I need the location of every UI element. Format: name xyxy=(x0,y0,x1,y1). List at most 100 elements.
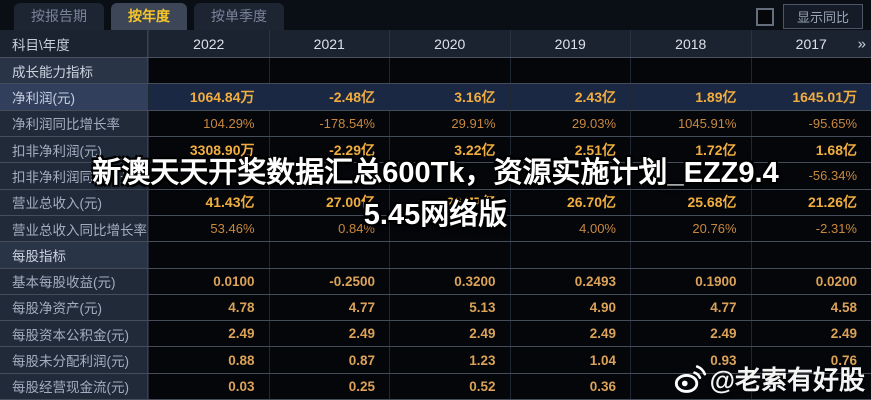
value-cell xyxy=(509,242,630,268)
table-row: 营业总收入同比增长率 53.46% 0.84% 4.00% 20.76% -2.31% xyxy=(0,215,871,243)
table-row: 每股净资产(元) 4.78 4.77 5.13 4.90 4.77 4.58 xyxy=(0,294,871,322)
value-cell: 1.68亿 xyxy=(750,136,871,163)
table-row: 每股资本公积金(元) 2.49 2.49 2.49 2.49 2.49 2.49 xyxy=(0,321,871,348)
table-row: 每股指标 xyxy=(0,242,871,269)
value-cell: 0.25 xyxy=(268,373,389,400)
yoy-controls: 显示同比 xyxy=(755,4,863,29)
value-cell: 0.2493 xyxy=(509,268,630,294)
value-cell: 1.23 xyxy=(389,347,510,373)
table-row: 扣非净利润(元) 3308.90万 -2.29亿 3.22亿 2.51亿 1.72亿 1.6… xyxy=(0,136,871,164)
value-cell: 21.26亿 xyxy=(750,189,871,215)
value-cell: 2.51亿 xyxy=(509,136,630,163)
table-row: 成长能力指标 xyxy=(0,58,871,85)
table-row: 每股经营现金流(元) 0.03 0.25 0.52 0.36 xyxy=(0,373,871,400)
value-cell: 1045.91% xyxy=(630,110,751,136)
value-cell xyxy=(268,163,389,189)
year-header-2018: 2018 xyxy=(630,30,751,57)
year-header-2019: 2019 xyxy=(509,30,631,57)
value-cell xyxy=(148,58,269,84)
year-header-2017: 2017 » xyxy=(750,30,871,57)
more-years-chevron-icon[interactable]: » xyxy=(857,35,866,52)
value-cell: 1.89亿 xyxy=(630,84,751,110)
value-cell xyxy=(148,163,269,189)
value-cell: 1645.01万 xyxy=(750,84,871,110)
year-header-2020: 2020 xyxy=(389,30,510,57)
value-cell: 1.04 xyxy=(509,347,630,373)
value-cell xyxy=(389,58,510,84)
value-cell: 1.72亿 xyxy=(630,136,751,163)
value-cell xyxy=(389,215,510,242)
weibo-watermark: @老索有好股 xyxy=(674,360,865,397)
value-cell xyxy=(148,242,269,268)
value-cell: 41.43亿 xyxy=(148,189,269,215)
value-cell: -2.48亿 xyxy=(268,84,389,110)
value-cell: -2.31% xyxy=(750,215,871,242)
value-cell xyxy=(268,58,389,84)
value-cell: 0.76 xyxy=(750,347,871,373)
weibo-handle: @老索有好股 xyxy=(709,365,865,395)
value-cell: 20.76% xyxy=(630,215,751,242)
value-cell xyxy=(630,163,751,189)
table-row: 基本每股收益(元) 0.0100 -0.2500 0.3200 0.2493 0.1900… xyxy=(0,268,871,295)
tab-by-year[interactable]: 按年度 xyxy=(111,3,187,30)
value-cell: 3308.90万 xyxy=(148,136,269,163)
row-label: 成长能力指标 xyxy=(0,58,148,84)
value-cell: 2.43亿 xyxy=(509,84,630,110)
tab-by-report-period[interactable]: 按报告期 xyxy=(14,3,104,30)
show-yoy-checkbox[interactable] xyxy=(755,7,774,26)
financial-indicators-table: 科目\年度 2022 2021 2020 2019 2018 2017 » 成长… xyxy=(0,30,871,400)
table-header-row: 科目\年度 2022 2021 2020 2019 2018 2017 » xyxy=(0,30,871,58)
value-cell: 3.16亿 xyxy=(389,84,510,110)
value-cell: 0.0100 xyxy=(148,268,269,294)
value-cell: 5.13 xyxy=(389,294,510,321)
value-cell: 2.49 xyxy=(630,321,751,347)
value-cell: 26.70亿 xyxy=(509,189,630,215)
table-row: 扣非净利润同比增长率 -56.34% xyxy=(0,163,871,190)
year-header-2022: 2022 xyxy=(148,30,269,57)
value-cell: 25.68亿 xyxy=(630,189,751,215)
value-cell: 26.77亿 xyxy=(389,189,510,215)
value-cell: 4.78 xyxy=(148,294,269,321)
value-cell: -178.54% xyxy=(268,110,389,136)
row-label: 净利润同比增长率 xyxy=(0,110,148,136)
value-cell: 104.29% xyxy=(148,110,269,136)
table-body: 成长能力指标 净利润(元) 1064.84万 -2.48亿 3.16亿 2.43亿 1.89… xyxy=(0,58,871,400)
period-tabbar: 按报告期 按年度 按单季度 显示同比 xyxy=(0,0,871,30)
value-cell: -2.29亿 xyxy=(268,136,389,163)
value-cell: 1064.84万 xyxy=(148,84,269,110)
row-label: 净利润(元) xyxy=(0,84,148,110)
value-cell xyxy=(389,163,510,189)
value-cell xyxy=(750,373,871,400)
value-cell: 2.49 xyxy=(148,321,269,347)
table-row: 每股未分配利润(元) 0.88 0.87 1.23 1.04 0.93 0.76 xyxy=(0,347,871,374)
tab-by-single-quarter[interactable]: 按单季度 xyxy=(194,3,284,30)
value-cell: 2.49 xyxy=(268,321,389,347)
value-cell: -95.65% xyxy=(750,110,871,136)
value-cell: 0.36 xyxy=(509,373,630,400)
value-cell xyxy=(389,242,510,268)
corner-header: 科目\年度 xyxy=(0,30,148,57)
value-cell xyxy=(268,242,389,268)
value-cell: 0.84% xyxy=(268,215,389,242)
value-cell: 4.58 xyxy=(750,294,871,321)
row-label: 每股净资产(元) xyxy=(0,294,148,321)
value-cell: 0.0200 xyxy=(750,268,871,294)
value-cell xyxy=(630,242,751,268)
row-label: 每股指标 xyxy=(0,242,148,268)
value-cell: 27.00亿 xyxy=(268,189,389,215)
value-cell: 53.46% xyxy=(148,215,269,242)
row-label: 每股未分配利润(元) xyxy=(0,347,148,373)
value-cell: 29.03% xyxy=(509,110,630,136)
value-cell: -56.34% xyxy=(750,163,871,189)
year-header-2021: 2021 xyxy=(268,30,390,57)
show-yoy-label[interactable]: 显示同比 xyxy=(782,4,863,29)
value-cell: 0.88 xyxy=(148,347,269,373)
row-label: 基本每股收益(元) xyxy=(0,268,148,294)
value-cell: 0.1900 xyxy=(630,268,751,294)
value-cell: 4.77 xyxy=(268,294,389,321)
table-row: 营业总收入(元) 41.43亿 27.00亿 26.77亿 26.70亿 25.68亿 21… xyxy=(0,189,871,216)
value-cell: 0.52 xyxy=(389,373,510,400)
watermark-overlay-text: 新澳天天开奖数据汇总600Tk，资源实施计划_EZZ9.45.45网络版 xyxy=(92,157,779,231)
value-cell: 0.87 xyxy=(268,347,389,373)
